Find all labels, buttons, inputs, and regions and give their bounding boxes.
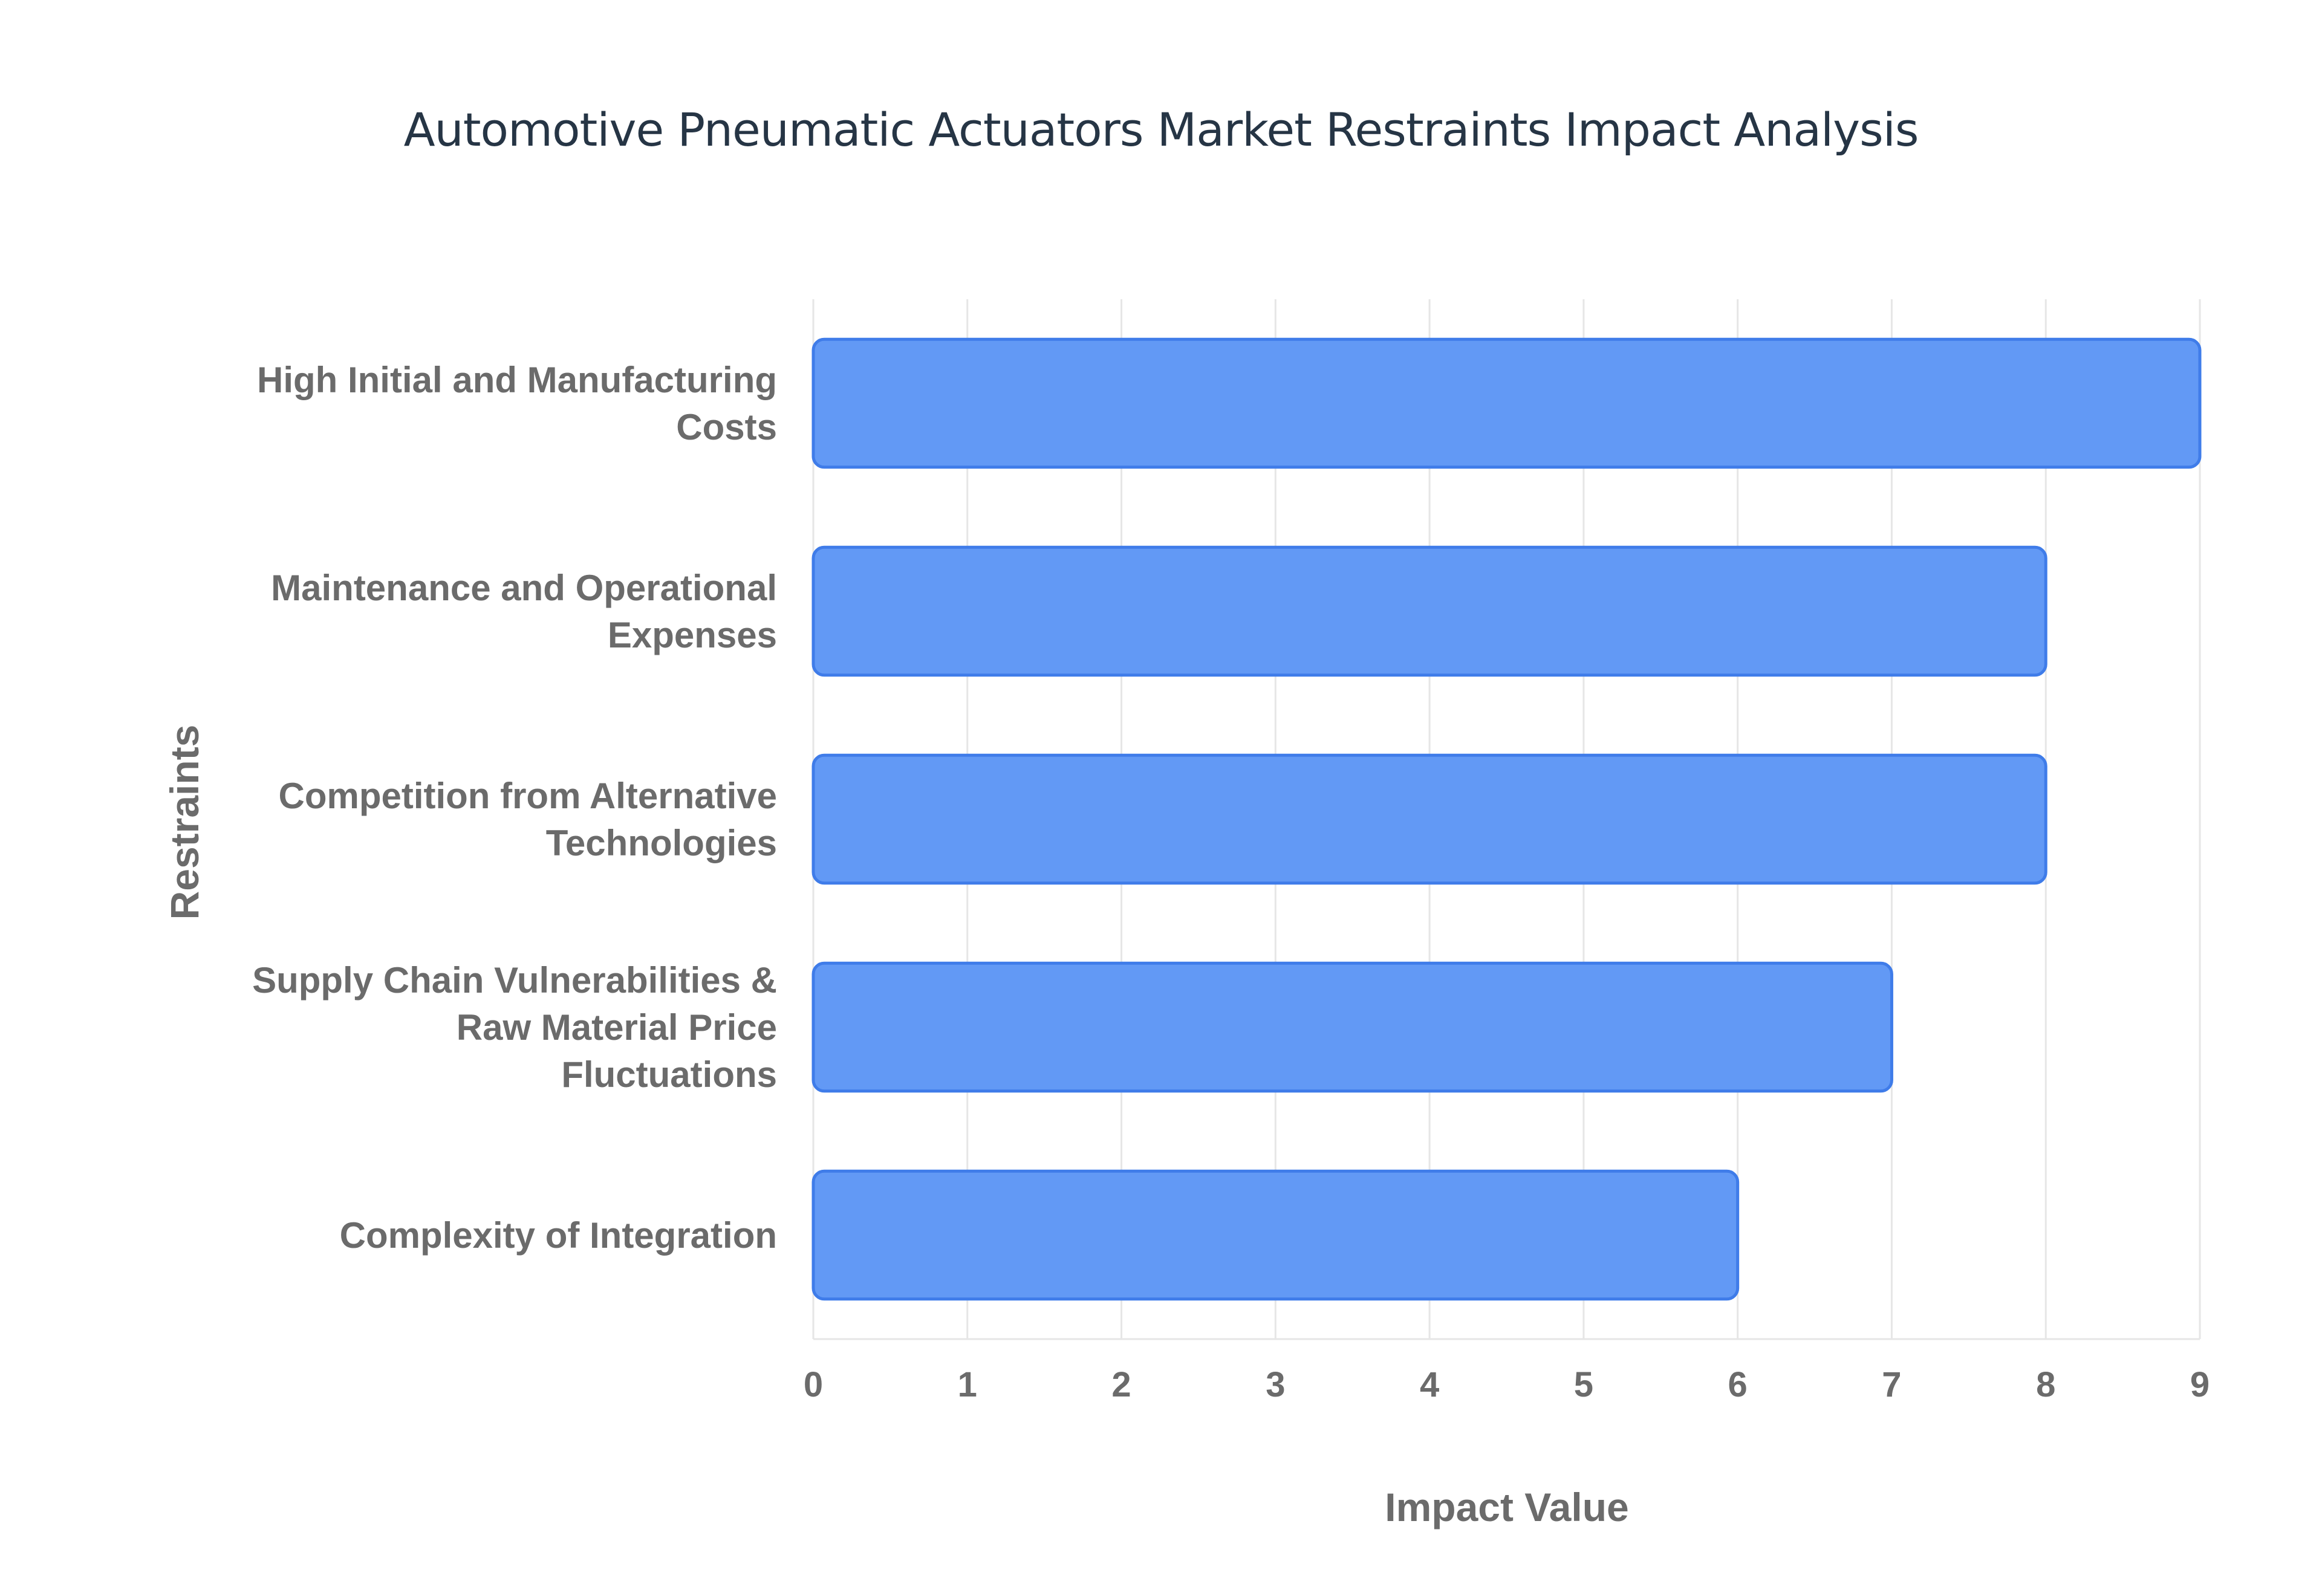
bar-5 [811, 1169, 1740, 1301]
x-tick-label-0: 0 [804, 1365, 823, 1404]
chart-title: Automotive Pneumatic Actuators Market Re… [403, 103, 1919, 157]
bars [811, 337, 2202, 1301]
x-axis-title: Impact Value [1385, 1485, 1629, 1529]
y-tick-label-4: Supply Chain Vulnerabilities & Raw Materi… [252, 960, 777, 1095]
x-tick-label-4: 4 [1420, 1365, 1439, 1404]
x-tick-label-6: 6 [1728, 1365, 1748, 1404]
x-tick-label-3: 3 [1266, 1365, 1285, 1404]
x-tick-label-5: 5 [1574, 1365, 1593, 1404]
y-axis-title: Restraints [162, 725, 207, 920]
x-tick-label-1: 1 [958, 1365, 977, 1404]
y-tick-label-5: Complexity of Integration [340, 1215, 777, 1256]
bar-4 [811, 961, 1893, 1093]
x-tick-label-9: 9 [2190, 1365, 2210, 1404]
x-tick-label-8: 8 [2036, 1365, 2055, 1404]
bar-1 [811, 337, 2202, 469]
x-tick-label-7: 7 [1882, 1365, 1901, 1404]
y-tick-label-1: High Initial and Manufacturing Costs [257, 360, 777, 447]
bar-2 [811, 545, 2047, 677]
bar-3 [811, 753, 2047, 885]
y-tick-label-3: Competition from Alternative Technologies [278, 776, 777, 863]
x-tick-label-2: 2 [1111, 1365, 1131, 1404]
axes: 0 1 2 3 4 5 6 7 8 9 High Initial and Manufacturing… [252, 360, 2210, 1404]
y-tick-label-2: Maintenance and Operational Expenses [271, 568, 777, 655]
